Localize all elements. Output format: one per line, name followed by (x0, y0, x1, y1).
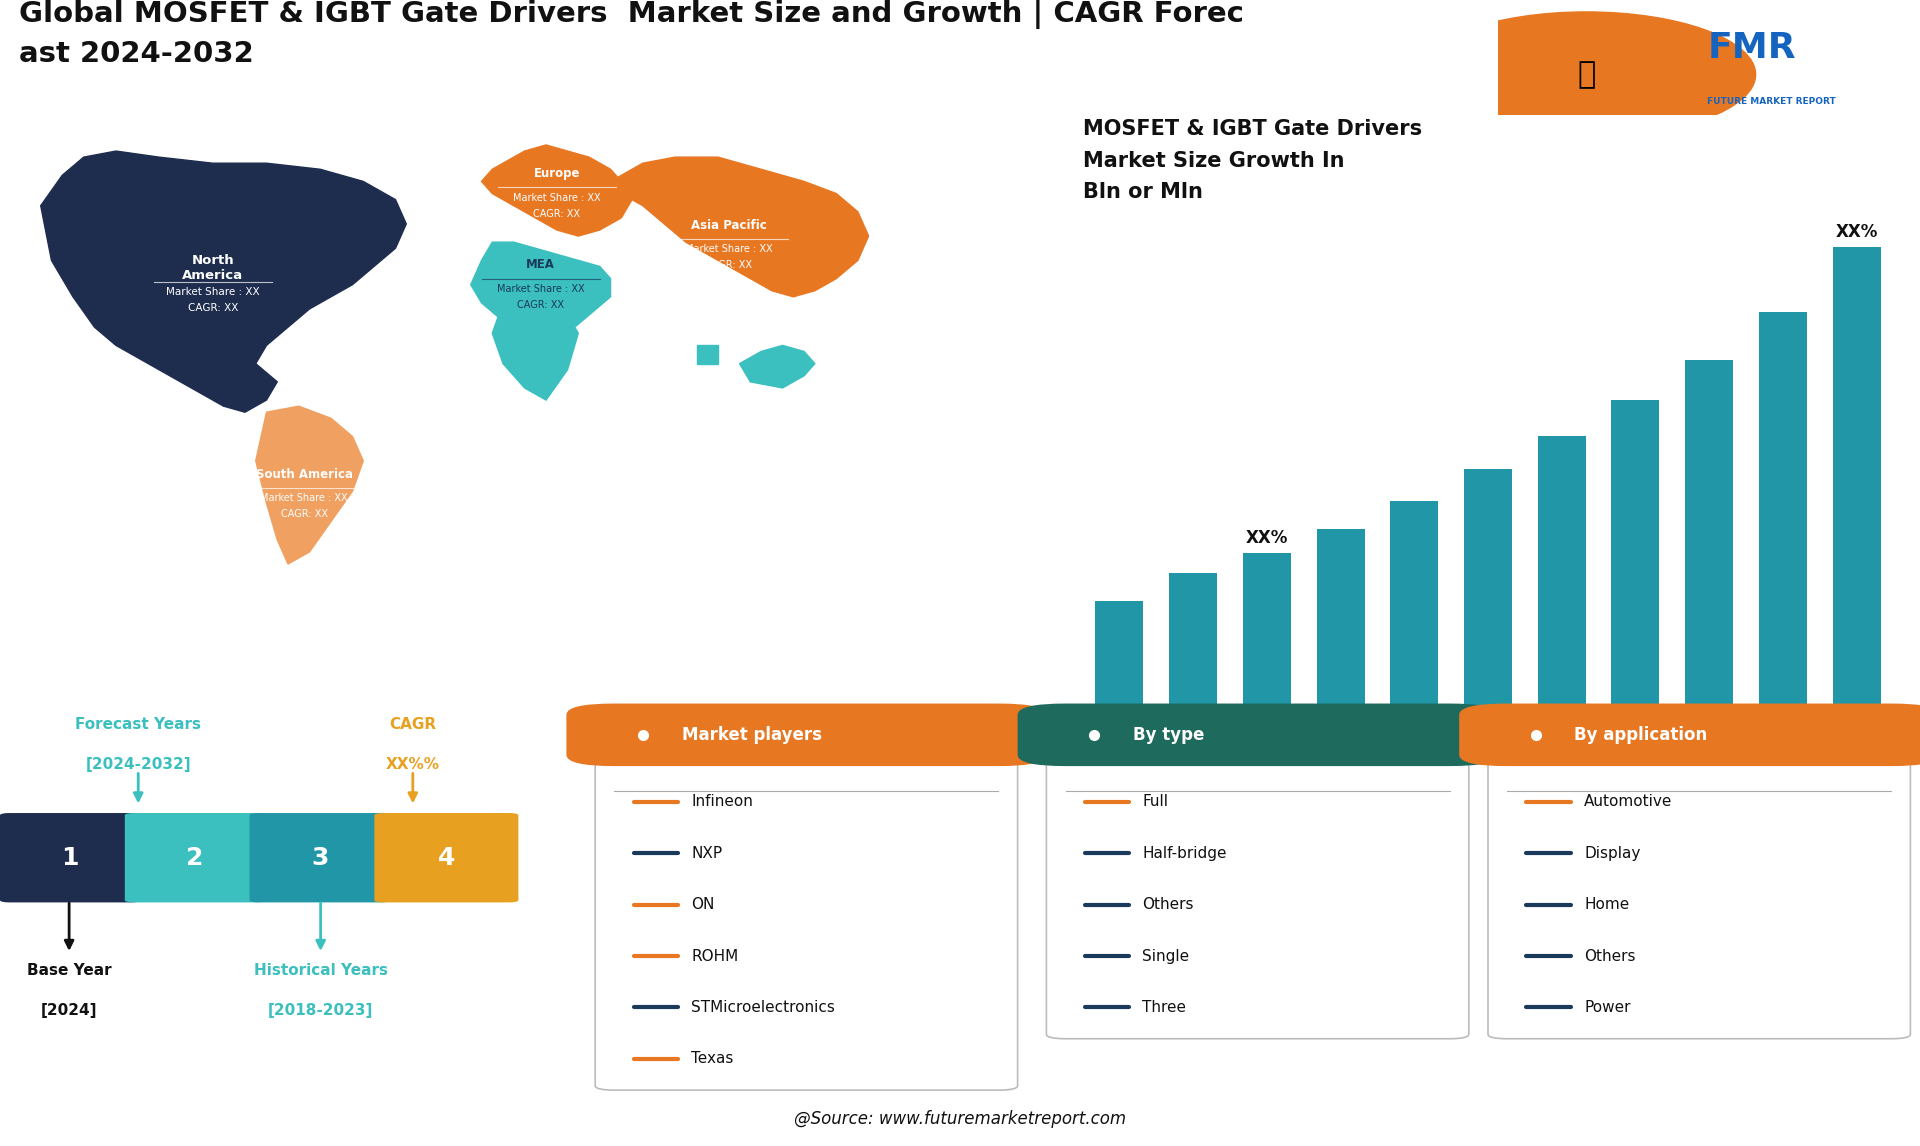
Text: Others: Others (1584, 949, 1636, 964)
Bar (1538, 437, 1586, 722)
FancyBboxPatch shape (250, 813, 390, 902)
Text: STMicroelectronics: STMicroelectronics (691, 1000, 835, 1015)
Text: XX%%: XX%% (386, 758, 440, 772)
Text: 2: 2 (186, 846, 204, 870)
Text: XX%: XX% (1246, 529, 1288, 547)
Polygon shape (739, 345, 814, 387)
Polygon shape (697, 345, 718, 363)
Text: CAGR: XX: CAGR: XX (188, 303, 238, 313)
Text: By type: By type (1133, 725, 1204, 744)
Text: [2024-2032]: [2024-2032] (84, 758, 192, 772)
Text: XX%: XX% (1836, 223, 1878, 242)
Text: 🔭: 🔭 (1576, 60, 1596, 89)
Bar (1759, 312, 1807, 722)
Text: Europe: Europe (534, 167, 580, 180)
Text: Full: Full (1142, 794, 1169, 809)
Text: CAGR: XX: CAGR: XX (516, 300, 564, 309)
Bar (1686, 360, 1734, 722)
Text: Asia Pacific: Asia Pacific (691, 219, 766, 231)
Text: FMR: FMR (1707, 31, 1795, 64)
Text: Market Share : XX: Market Share : XX (261, 494, 348, 503)
Text: ROHM: ROHM (691, 949, 739, 964)
Text: CAGR: XX: CAGR: XX (280, 509, 328, 519)
Text: CAGR: CAGR (390, 717, 436, 732)
Text: [2018-2023]: [2018-2023] (269, 1003, 372, 1018)
Text: South America: South America (255, 468, 353, 480)
Text: 1: 1 (61, 846, 79, 870)
Bar (1242, 554, 1290, 722)
FancyBboxPatch shape (374, 813, 518, 902)
Text: Market Share : XX: Market Share : XX (685, 244, 772, 254)
FancyBboxPatch shape (125, 813, 265, 902)
Polygon shape (470, 242, 611, 339)
Text: Texas: Texas (691, 1051, 733, 1066)
Bar (1169, 573, 1217, 722)
Polygon shape (255, 406, 363, 564)
FancyBboxPatch shape (1459, 704, 1920, 766)
Text: CAGR: XX: CAGR: XX (705, 260, 753, 270)
Text: By application: By application (1574, 725, 1707, 744)
Text: Others: Others (1142, 897, 1194, 912)
Text: Market Share : XX: Market Share : XX (513, 193, 601, 203)
Text: Home: Home (1584, 897, 1630, 912)
FancyBboxPatch shape (566, 704, 1046, 766)
Text: Half-bridge: Half-bridge (1142, 846, 1227, 861)
Text: CAGR: XX: CAGR: XX (534, 209, 580, 219)
Bar (1465, 469, 1511, 722)
Text: 3: 3 (311, 846, 328, 870)
Polygon shape (611, 157, 868, 297)
Text: NXP: NXP (691, 846, 722, 861)
Text: Base Year: Base Year (27, 963, 111, 978)
Text: Automotive: Automotive (1584, 794, 1672, 809)
Text: Market players: Market players (682, 725, 822, 744)
Text: Global MOSFET & IGBT Gate Drivers  Market Size and Growth | CAGR Forec
ast 2024-: Global MOSFET & IGBT Gate Drivers Market… (19, 0, 1244, 68)
Polygon shape (40, 151, 407, 413)
Text: Power: Power (1584, 1000, 1630, 1015)
Circle shape (1417, 11, 1755, 138)
Text: Infineon: Infineon (691, 794, 753, 809)
Text: MEA: MEA (526, 258, 555, 272)
Text: Three: Three (1142, 1000, 1187, 1015)
Text: Market Share : XX: Market Share : XX (165, 286, 259, 297)
Text: Forecast Years: Forecast Years (75, 717, 202, 732)
Text: [2024]: [2024] (40, 1003, 98, 1018)
Bar (1317, 529, 1365, 722)
Text: MOSFET & IGBT Gate Drivers
Market Size Growth In
Bln or Mln: MOSFET & IGBT Gate Drivers Market Size G… (1083, 119, 1421, 202)
Text: 4: 4 (438, 846, 455, 870)
Bar (1096, 602, 1144, 722)
Bar (1611, 400, 1659, 722)
Text: FUTURE MARKET REPORT: FUTURE MARKET REPORT (1707, 96, 1836, 105)
Polygon shape (492, 303, 578, 400)
Text: North
America: North America (182, 253, 244, 282)
Text: Market Share : XX: Market Share : XX (497, 284, 584, 293)
FancyBboxPatch shape (0, 813, 140, 902)
Text: Historical Years: Historical Years (253, 963, 388, 978)
Polygon shape (482, 144, 632, 236)
Text: Display: Display (1584, 846, 1640, 861)
Bar (1832, 248, 1880, 722)
Bar (1390, 501, 1438, 722)
Text: @Source: www.futuremarketreport.com: @Source: www.futuremarketreport.com (795, 1110, 1125, 1128)
Text: ON: ON (691, 897, 714, 912)
FancyBboxPatch shape (1018, 704, 1498, 766)
Text: Single: Single (1142, 949, 1190, 964)
